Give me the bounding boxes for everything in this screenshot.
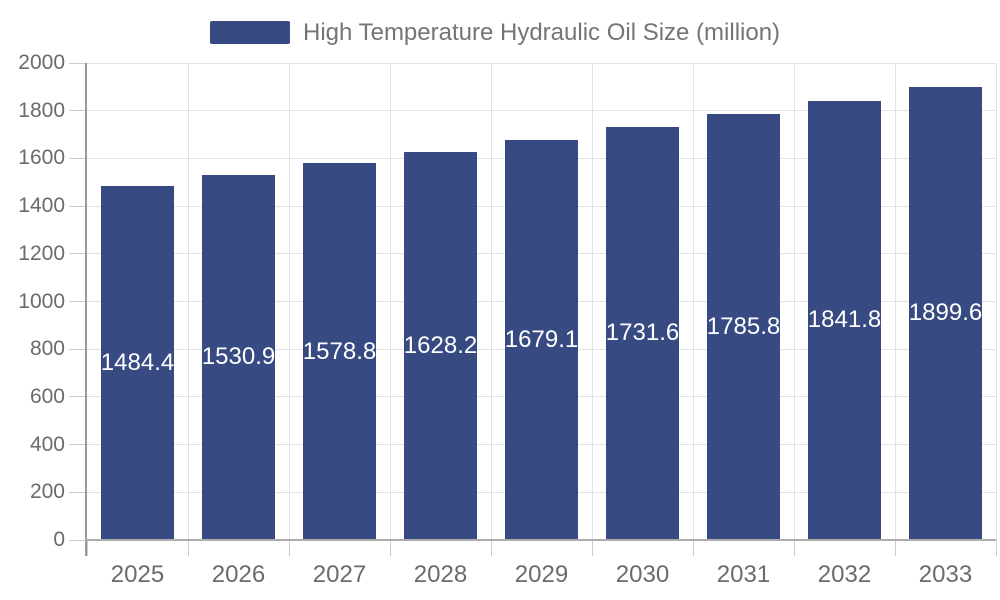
gridline-vertical [389,63,391,540]
y-axis-tick [69,491,87,493]
y-axis-tick [69,348,87,350]
y-axis-tick-label: 600 [29,384,65,408]
gridline-vertical [490,63,492,540]
bar-value-label: 1679.1 [504,325,579,353]
x-axis-tick-label: 2027 [312,561,367,588]
bar-2025[interactable]: 1484.4 [100,185,175,540]
y-axis-tick-label: 400 [29,432,65,456]
y-axis-tick-label: 200 [29,480,65,504]
y-axis-tick-label: 1400 [18,194,65,218]
gridline-vertical [793,63,795,540]
bar-value-label: 1731.6 [605,319,680,347]
x-axis-tick [894,540,896,556]
bar-2029[interactable]: 1679.1 [504,139,579,540]
bar-value-label: 1899.6 [908,299,983,327]
bar-2027[interactable]: 1578.8 [303,163,376,540]
x-axis-tick-label: 2025 [110,561,165,588]
x-axis-tick [187,540,189,556]
gridline-vertical [995,63,997,540]
x-axis-tick-label: 2032 [817,561,872,588]
bar-value-label: 1578.8 [302,337,377,365]
bar-value-label: 1484.4 [100,348,175,376]
bar-value-label: 1628.2 [403,331,478,359]
bar-value-label: 1841.8 [807,306,882,334]
x-axis-tick-label: 2030 [615,561,670,588]
bar-2033[interactable]: 1899.6 [908,86,983,540]
bar-value-label: 1785.8 [706,313,781,341]
y-axis-tick [69,110,87,112]
y-axis-tick-label: 2000 [18,51,65,74]
y-axis-tick [69,444,87,446]
gridline-vertical [288,63,290,540]
bar-2031[interactable]: 1785.8 [707,114,780,540]
y-axis-line [85,63,87,556]
bar-2028[interactable]: 1628.2 [403,151,478,540]
x-axis-tick [490,540,492,556]
y-axis-tick-label: 800 [29,337,65,361]
x-axis-tick-label: 2031 [716,561,771,588]
gridline-horizontal [87,110,996,112]
legend-swatch [210,21,290,44]
x-axis-tick [288,540,290,556]
y-axis-tick [69,301,87,302]
x-axis-tick-label: 2033 [918,561,973,588]
y-axis-tick-label: 1800 [18,98,65,122]
bar-2026[interactable]: 1530.9 [201,174,276,540]
x-axis-tick-label: 2028 [413,561,468,588]
x-axis-tick [86,540,88,556]
gridline-vertical [894,63,896,540]
y-axis-tick-label: 1000 [18,289,65,313]
y-axis-tick [69,157,87,159]
gridline-vertical [591,63,593,540]
y-axis-tick-label: 1600 [18,146,65,170]
y-axis-tick-label: 0 [53,528,65,551]
x-axis-tick [591,540,593,556]
y-axis-tick [69,205,87,207]
gridline-vertical [692,63,694,540]
y-axis-tick [69,62,87,64]
x-axis-tick-label: 2029 [514,561,569,588]
y-axis-tick [69,253,87,255]
x-axis-tick [995,540,997,556]
x-axis-tick [389,540,391,556]
x-axis-tick [793,540,795,556]
bar-value-label: 1530.9 [201,343,276,371]
chart-legend[interactable]: High Temperature Hydraulic Oil Size (mil… [210,19,781,46]
gridline-vertical [187,63,189,540]
bar-2030[interactable]: 1731.6 [606,127,679,540]
x-axis-tick-label: 2026 [211,561,266,588]
x-axis-tick [692,540,694,556]
y-axis-tick-label: 1200 [18,241,65,265]
x-axis-line [85,539,996,541]
legend-label: High Temperature Hydraulic Oil Size (mil… [303,19,781,46]
y-axis-tick [69,396,87,398]
y-axis-tick [69,539,87,541]
gridline-horizontal [87,62,996,64]
bar-2032[interactable]: 1841.8 [807,100,882,540]
